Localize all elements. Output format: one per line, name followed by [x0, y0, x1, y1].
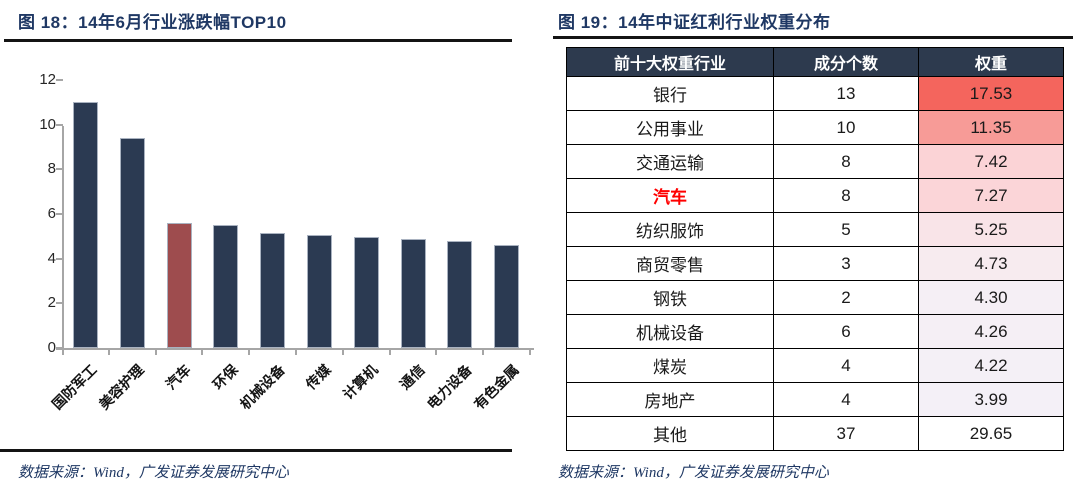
cell-industry: 房地产	[566, 382, 774, 417]
bar-有色金属	[494, 245, 520, 348]
cell-count: 4	[773, 382, 919, 417]
left-title-rule	[4, 39, 512, 42]
industry-bar-chart: 0 2 4 6 8 10 12 国防军工 美容护理 汽车 环保 机械设备 传媒 计算机 通信 电力设备 有色金…	[0, 50, 540, 445]
right-figure-title: 图 19：14年中证红利行业权重分布	[558, 13, 831, 32]
y-tick-mark	[56, 257, 63, 260]
y-tick-mark	[56, 213, 63, 215]
y-axis	[62, 126, 64, 350]
x-tick-mark	[107, 350, 110, 355]
y-tick-label: 4	[47, 249, 56, 267]
x-tick-mark	[62, 350, 64, 355]
y-tick-label: 12	[39, 71, 56, 88]
cell-count: 8	[773, 144, 919, 179]
x-tick-mark	[295, 350, 297, 355]
table-row: 房地产 4 3.99	[566, 382, 1064, 417]
y-tick-label: 8	[47, 160, 56, 178]
y-tick-mark	[56, 79, 63, 81]
header-industry: 前十大权重行业	[566, 47, 774, 77]
y-tick-mark	[56, 347, 63, 349]
y-tick-mark	[56, 123, 63, 126]
bar-美容护理	[119, 138, 145, 348]
table-header-row: 前十大权重行业 成分个数 权重	[566, 47, 1064, 77]
cell-count: 10	[773, 110, 919, 145]
cell-weight: 4.22	[918, 348, 1064, 383]
right-title-rule	[553, 36, 1073, 39]
cell-industry: 钢铁	[566, 280, 774, 315]
cell-industry: 公用事业	[566, 110, 774, 145]
cell-count: 6	[773, 314, 919, 349]
table-row: 纺织服饰 5 5.25	[566, 212, 1064, 247]
x-tick-mark	[482, 350, 485, 355]
y-tick-mark	[56, 302, 63, 305]
bar-电力设备	[447, 240, 473, 348]
cell-industry: 机械设备	[566, 314, 774, 349]
cell-weight: 7.42	[918, 144, 1064, 179]
cell-industry: 银行	[566, 76, 774, 111]
cell-count: 4	[773, 348, 919, 383]
x-axis	[56, 348, 534, 350]
bar-机械设备	[260, 232, 286, 348]
industry-weight-table: 前十大权重行业 成分个数 权重 银行 13 17.53 公用事业 10 11.35 交通运输…	[566, 47, 1064, 451]
weight-table-body: 银行 13 17.53 公用事业 10 11.35 交通运输 8 7.42 汽车 8 7.27 纺织服饰…	[566, 76, 1064, 451]
x-tick-mark	[201, 350, 204, 355]
table-row: 机械设备 6 4.26	[566, 314, 1064, 349]
cell-industry: 汽车	[566, 178, 774, 213]
bar-通信	[400, 238, 426, 348]
cell-count: 8	[773, 178, 919, 213]
y-tick-mark	[56, 168, 63, 171]
cell-industry: 交通运输	[566, 144, 774, 179]
panel-weight-table: 图 19：14年中证红利行业权重分布 前十大权重行业 成分个数 权重 银行 13 1…	[540, 0, 1080, 492]
bar-国防军工	[72, 102, 98, 348]
panel-bar-chart: 图 18：14年6月行业涨跌幅TOP10 0 2 4 6 8 10 12 国防军工 美容护理汽…	[0, 13, 540, 481]
cell-count: 5	[773, 212, 919, 247]
x-tick-mark	[341, 350, 344, 355]
cell-industry: 其他	[566, 416, 774, 451]
cell-count: 2	[773, 280, 919, 315]
x-tick-mark	[154, 350, 157, 355]
y-tick-label: 6	[47, 205, 56, 222]
y-tick-label: 0	[47, 339, 56, 356]
cell-weight: 4.73	[918, 246, 1064, 281]
table-row: 交通运输 8 7.42	[566, 144, 1064, 179]
cell-industry: 煤炭	[566, 348, 774, 383]
right-source-note: 数据来源：Wind，广发证券发展研究中心	[558, 465, 829, 481]
x-tick-mark	[435, 350, 438, 355]
x-tick-mark	[529, 350, 531, 355]
left-bottom-rule	[0, 449, 512, 452]
bar-汽车	[166, 222, 192, 348]
cell-industry: 商贸零售	[566, 246, 774, 281]
cell-weight: 3.99	[918, 382, 1064, 417]
cell-weight: 29.65	[918, 416, 1064, 451]
y-tick-label: 2	[47, 294, 56, 312]
bar-环保	[213, 225, 239, 348]
cell-count: 3	[773, 246, 919, 281]
cell-weight: 4.30	[918, 280, 1064, 315]
cell-industry: 纺织服饰	[566, 212, 774, 247]
x-tick-mark	[248, 350, 251, 355]
cell-weight: 4.26	[918, 314, 1064, 349]
cell-count: 13	[773, 76, 919, 111]
bar-计算机	[353, 237, 379, 348]
cell-weight: 7.27	[918, 178, 1064, 213]
table-row: 银行 13 17.53	[566, 76, 1064, 111]
cell-weight: 17.53	[918, 76, 1064, 111]
left-figure-title: 图 18：14年6月行业涨跌幅TOP10	[18, 13, 287, 32]
y-tick-label: 10	[39, 115, 56, 133]
header-weight: 权重	[918, 47, 1064, 77]
table-row: 钢铁 2 4.30	[566, 280, 1064, 315]
cell-weight: 11.35	[918, 110, 1064, 145]
table-row: 煤炭 4 4.22	[566, 348, 1064, 383]
header-count: 成分个数	[773, 47, 919, 77]
table-row: 公用事业 10 11.35	[566, 110, 1064, 145]
x-tick-mark	[388, 350, 391, 355]
table-row: 商贸零售 3 4.73	[566, 246, 1064, 281]
table-row: 其他 37 29.65	[566, 416, 1064, 451]
bar-传媒	[306, 235, 332, 348]
left-source-note: 数据来源：Wind，广发证券发展研究中心	[18, 465, 289, 481]
cell-weight: 5.25	[918, 212, 1064, 247]
table-row: 汽车 8 7.27	[566, 178, 1064, 213]
cell-count: 37	[773, 416, 919, 451]
